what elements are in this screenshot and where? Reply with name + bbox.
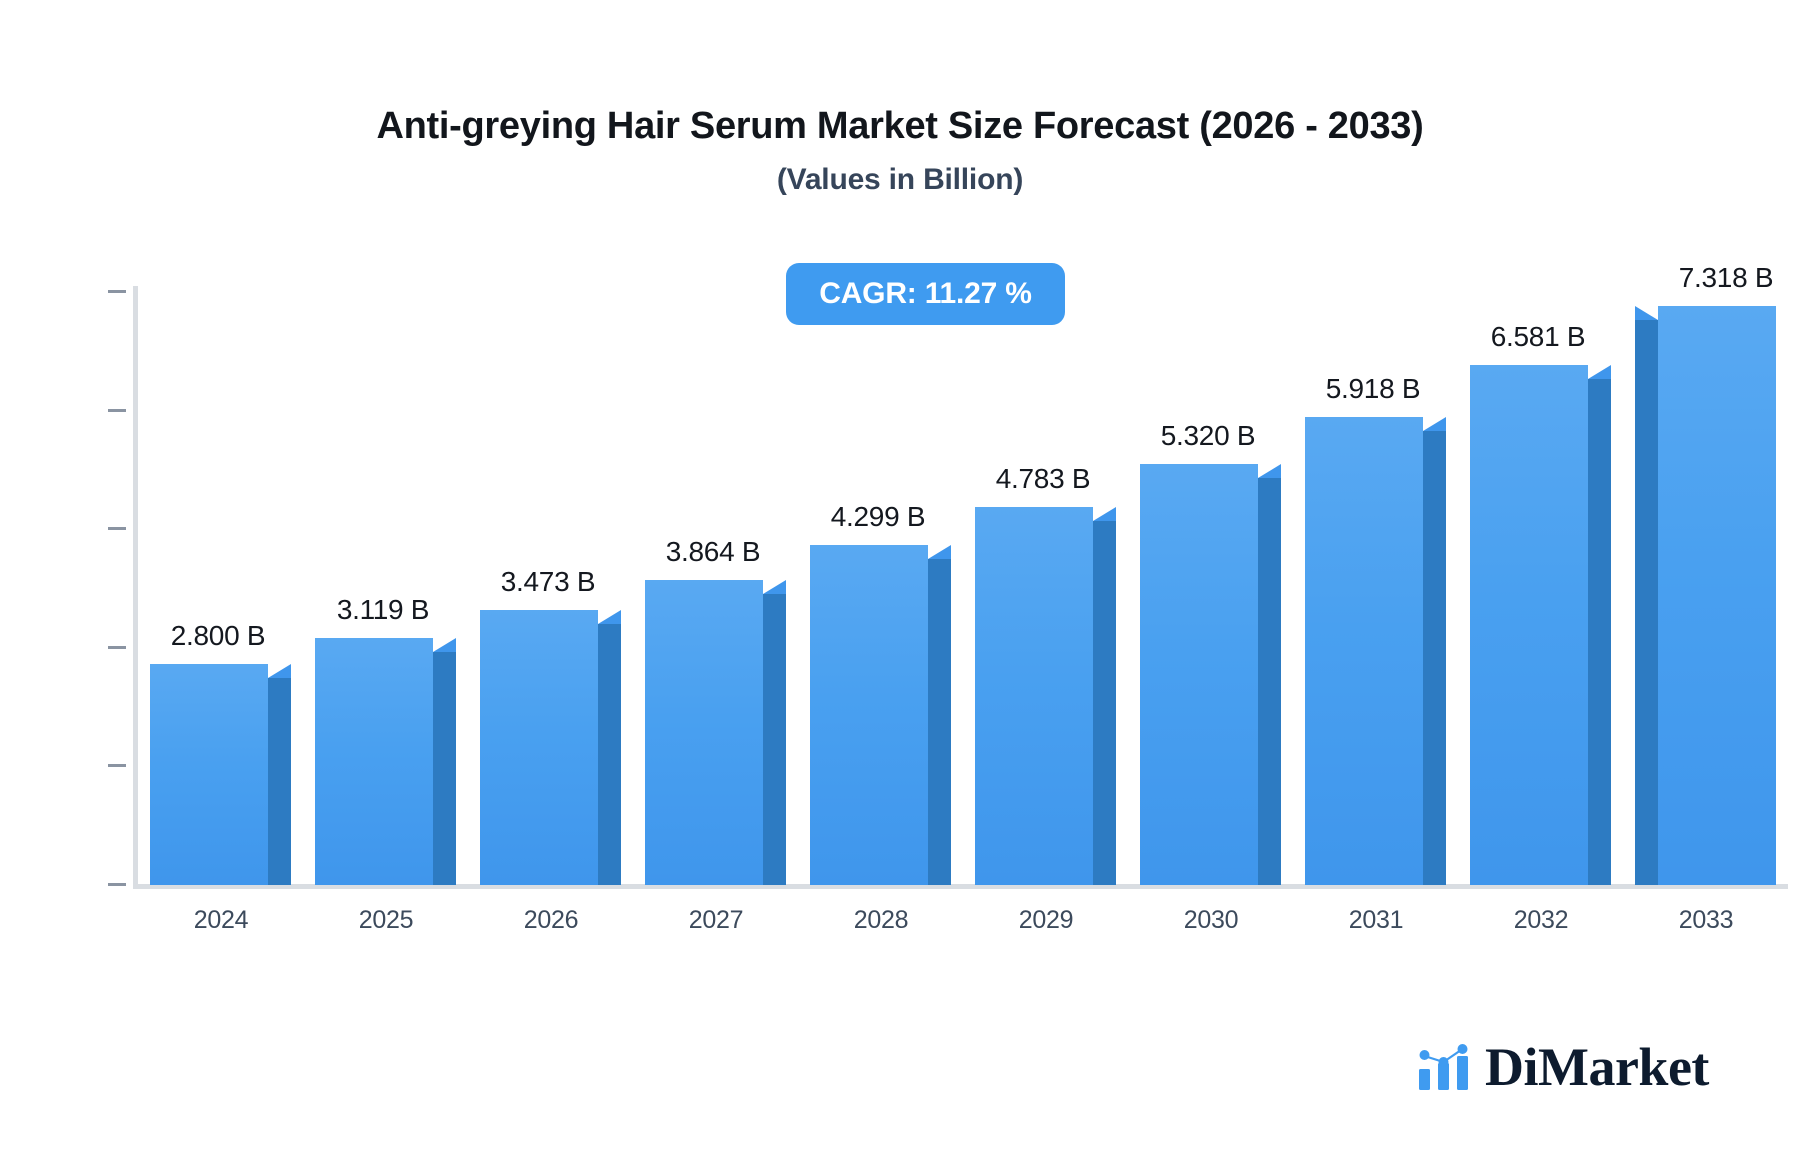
bar-side-face — [433, 652, 456, 885]
y-tick-mark — [108, 883, 126, 886]
bar-front-face — [975, 506, 1093, 885]
bar: 3.473 B — [480, 566, 621, 885]
bar-side-face — [1423, 431, 1446, 885]
chart-subtitle: (Values in Billion) — [776, 162, 1024, 196]
bar-value-label: 3.473 B — [500, 566, 596, 598]
y-tick-mark — [108, 764, 126, 768]
y-tick-mark — [108, 527, 126, 531]
bar-front-face — [1140, 464, 1258, 885]
bar-front-face — [315, 638, 433, 885]
x-axis-label: 2030 — [1183, 906, 1239, 934]
bar-value-label: 4.299 B — [830, 501, 926, 533]
bar-top-face — [598, 610, 621, 625]
bar-side-face — [928, 559, 951, 885]
bar-front-face — [1658, 306, 1776, 885]
bar: 6.581 B — [1470, 321, 1611, 885]
bar-value-label: 4.783 B — [995, 462, 1091, 494]
y-tick-mark — [108, 645, 126, 649]
bar-side-face — [763, 593, 786, 885]
x-axis-label: 2024 — [193, 906, 249, 934]
bar-top-face — [928, 545, 951, 560]
bar: 4.783 B — [975, 463, 1116, 885]
x-axis-line — [133, 884, 1788, 889]
cagr-badge-label: CAGR: 11.27 % — [819, 277, 1032, 310]
x-axis-label: 2031 — [1348, 906, 1404, 934]
bar-value-label: 5.320 B — [1160, 420, 1256, 452]
bar-top-face — [763, 579, 786, 594]
bar-front-face — [1305, 417, 1423, 885]
y-tick-mark — [108, 408, 126, 412]
x-axis-label: 2029 — [1018, 906, 1074, 934]
bar: 3.119 B — [315, 594, 456, 885]
bar-front-face — [150, 663, 268, 885]
y-tick-mark — [108, 290, 126, 293]
bar-side-face — [1635, 320, 1658, 885]
cagr-badge: CAGR: 11.27 % — [786, 263, 1065, 325]
bar-value-label: 7.318 B — [1678, 262, 1774, 294]
bar-top-face — [1093, 506, 1116, 521]
bar-top-face — [1635, 306, 1658, 321]
page-title: Anti-greying Hair Serum Market Size Fore… — [376, 105, 1424, 147]
x-axis-label: 2025 — [358, 906, 414, 934]
bar-side-face — [268, 677, 291, 885]
bar-side-face — [1258, 478, 1281, 885]
bar-side-face — [598, 624, 621, 885]
bar-value-label: 2.800 B — [170, 619, 266, 651]
bar-chart-icon — [1419, 1044, 1468, 1090]
bar: 7.318 B — [1635, 262, 1776, 885]
bar-front-face — [810, 545, 928, 885]
x-axis-label: 2032 — [1513, 906, 1569, 934]
bar-front-face — [480, 610, 598, 885]
bar-top-face — [433, 638, 456, 653]
bar: 5.320 B — [1140, 420, 1281, 885]
bar-value-label: 5.918 B — [1325, 373, 1421, 405]
bar-front-face — [1470, 364, 1588, 885]
brand-name: DiMarket — [1485, 1037, 1709, 1097]
x-axis-label: 2026 — [523, 906, 579, 934]
bar-front-face — [645, 579, 763, 885]
x-axis-label: 2027 — [688, 906, 744, 934]
bar: 4.299 B — [810, 501, 951, 885]
bar-side-face — [1588, 378, 1611, 885]
bar-top-face — [1588, 364, 1611, 379]
chart-header: Anti-greying Hair Serum Market Size Fore… — [0, 105, 1800, 197]
bar-top-face — [1258, 464, 1281, 479]
bar-value-label: 6.581 B — [1490, 320, 1586, 352]
x-axis-label: 2033 — [1678, 906, 1734, 934]
bar: 5.918 B — [1305, 373, 1446, 885]
bar: 3.864 B — [645, 536, 786, 885]
bar: 2.800 B — [150, 620, 291, 885]
x-axis-label: 2028 — [853, 906, 909, 934]
brand-logo: DiMarket — [1417, 1040, 1709, 1094]
bar-top-face — [1423, 417, 1446, 432]
bar-side-face — [1093, 520, 1116, 885]
bar-top-face — [268, 663, 291, 678]
bar-value-label: 3.864 B — [665, 535, 761, 567]
y-axis-line — [133, 286, 138, 885]
bar-value-label: 3.119 B — [336, 594, 430, 626]
